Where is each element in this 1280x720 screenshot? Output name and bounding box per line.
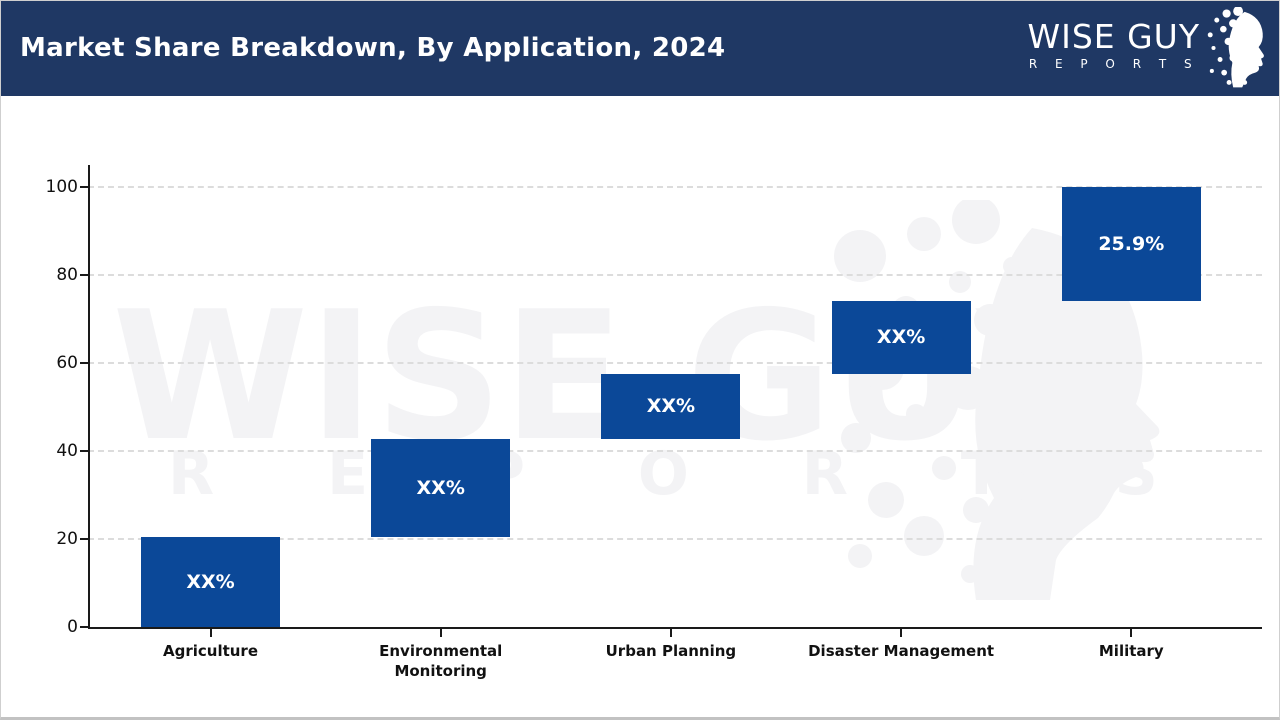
bar-segment: XX% [601, 374, 741, 439]
wiseguy-face-icon [1207, 7, 1264, 88]
y-tick-label: 40 [56, 441, 78, 461]
category-label: Environmental Monitoring [379, 642, 503, 681]
logo-text: WISE GUY R E P O R T S [1027, 20, 1200, 71]
y-tick-mark [80, 362, 88, 364]
y-tick-label: 20 [56, 529, 78, 549]
bar-value-label: XX% [876, 326, 926, 349]
x-tick-mark [439, 629, 442, 637]
gridline [88, 538, 1262, 540]
y-tick-mark [80, 450, 88, 452]
y-tick-mark [80, 626, 88, 628]
bar-value-label: 25.9% [1098, 232, 1165, 255]
x-axis-line [88, 627, 1262, 629]
watermark-face-icon [834, 200, 1160, 600]
chart-plot-area: WISE GUY R E P O R T S 020406080100XX%Ag… [0, 96, 1280, 720]
x-tick-mark [1130, 629, 1133, 637]
bar-segment: 25.9% [1061, 187, 1201, 301]
bar-segment: XX% [371, 438, 511, 537]
x-tick-mark [669, 629, 672, 637]
category-label: Disaster Management [808, 642, 995, 660]
wiseguy-logo: WISE GUY R E P O R T S [1016, 0, 1266, 96]
x-tick-mark [209, 629, 212, 637]
x-tick-mark [900, 629, 903, 637]
y-tick-label: 80 [56, 265, 78, 285]
gridline [88, 362, 1262, 364]
logo-subtitle: R E P O R T S [1028, 57, 1199, 71]
category-label: Urban Planning [605, 642, 737, 660]
bar-value-label: XX% [416, 476, 465, 499]
y-tick-mark [80, 538, 88, 540]
category-label: Agriculture [162, 642, 259, 660]
y-axis-line [88, 165, 90, 629]
y-tick-label: 0 [67, 617, 78, 637]
y-tick-mark [80, 186, 88, 188]
y-tick-label: 60 [56, 353, 78, 373]
logo-wordmark: WISE GUY [1027, 17, 1200, 56]
bar-segment: XX% [831, 300, 971, 374]
y-tick-label: 100 [45, 177, 78, 197]
gridline [88, 274, 1262, 276]
bar-value-label: XX% [646, 395, 696, 418]
category-label: Military [1098, 642, 1164, 660]
header-bar: Market Share Breakdown, By Application, … [0, 0, 1280, 96]
gridline [88, 450, 1262, 452]
y-tick-mark [80, 274, 88, 276]
gridline [88, 186, 1262, 188]
bar-segment: XX% [141, 536, 280, 627]
page-title: Market Share Breakdown, By Application, … [20, 33, 726, 63]
bar-value-label: XX% [186, 570, 235, 593]
